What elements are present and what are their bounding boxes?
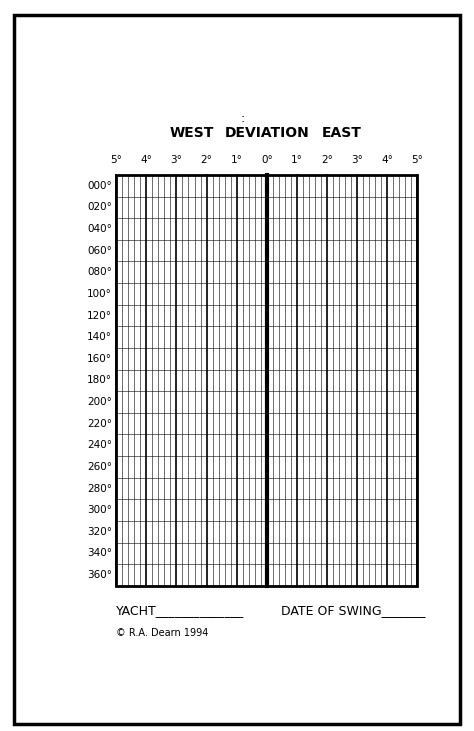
Text: YACHT______________: YACHT______________: [116, 604, 245, 617]
Text: 020°: 020°: [87, 202, 112, 213]
Text: 2°: 2°: [321, 155, 333, 164]
Text: 220°: 220°: [87, 419, 112, 428]
Bar: [116, 175, 418, 586]
Text: :: :: [241, 112, 245, 125]
Text: 240°: 240°: [87, 440, 112, 450]
Text: 080°: 080°: [87, 268, 112, 277]
Text: 4°: 4°: [140, 155, 152, 164]
Text: 120°: 120°: [87, 311, 112, 320]
Text: 100°: 100°: [87, 289, 112, 299]
Text: WEST: WEST: [169, 126, 214, 140]
Text: 3°: 3°: [171, 155, 182, 164]
Text: 280°: 280°: [87, 483, 112, 493]
Text: 5°: 5°: [110, 155, 122, 164]
Text: 260°: 260°: [87, 462, 112, 472]
Text: 340°: 340°: [87, 548, 112, 558]
Text: 5°: 5°: [411, 155, 423, 164]
Text: 360°: 360°: [87, 570, 112, 580]
Text: 1°: 1°: [291, 155, 303, 164]
Text: DEVIATION: DEVIATION: [224, 126, 309, 140]
Text: EAST: EAST: [322, 126, 362, 140]
Text: © R.A. Dearn 1994: © R.A. Dearn 1994: [116, 628, 209, 638]
Text: 1°: 1°: [231, 155, 243, 164]
Text: 2°: 2°: [201, 155, 212, 164]
Text: 4°: 4°: [382, 155, 393, 164]
Text: 200°: 200°: [87, 397, 112, 407]
Text: 040°: 040°: [87, 224, 112, 234]
Text: DATE OF SWING_______: DATE OF SWING_______: [282, 604, 426, 617]
Text: 180°: 180°: [87, 376, 112, 385]
Text: 300°: 300°: [87, 505, 112, 515]
Text: 0°: 0°: [261, 155, 273, 164]
Text: 160°: 160°: [87, 354, 112, 364]
Text: 3°: 3°: [351, 155, 363, 164]
Text: 140°: 140°: [87, 332, 112, 342]
Text: 060°: 060°: [87, 246, 112, 256]
Text: 320°: 320°: [87, 527, 112, 537]
Text: 000°: 000°: [87, 181, 112, 191]
